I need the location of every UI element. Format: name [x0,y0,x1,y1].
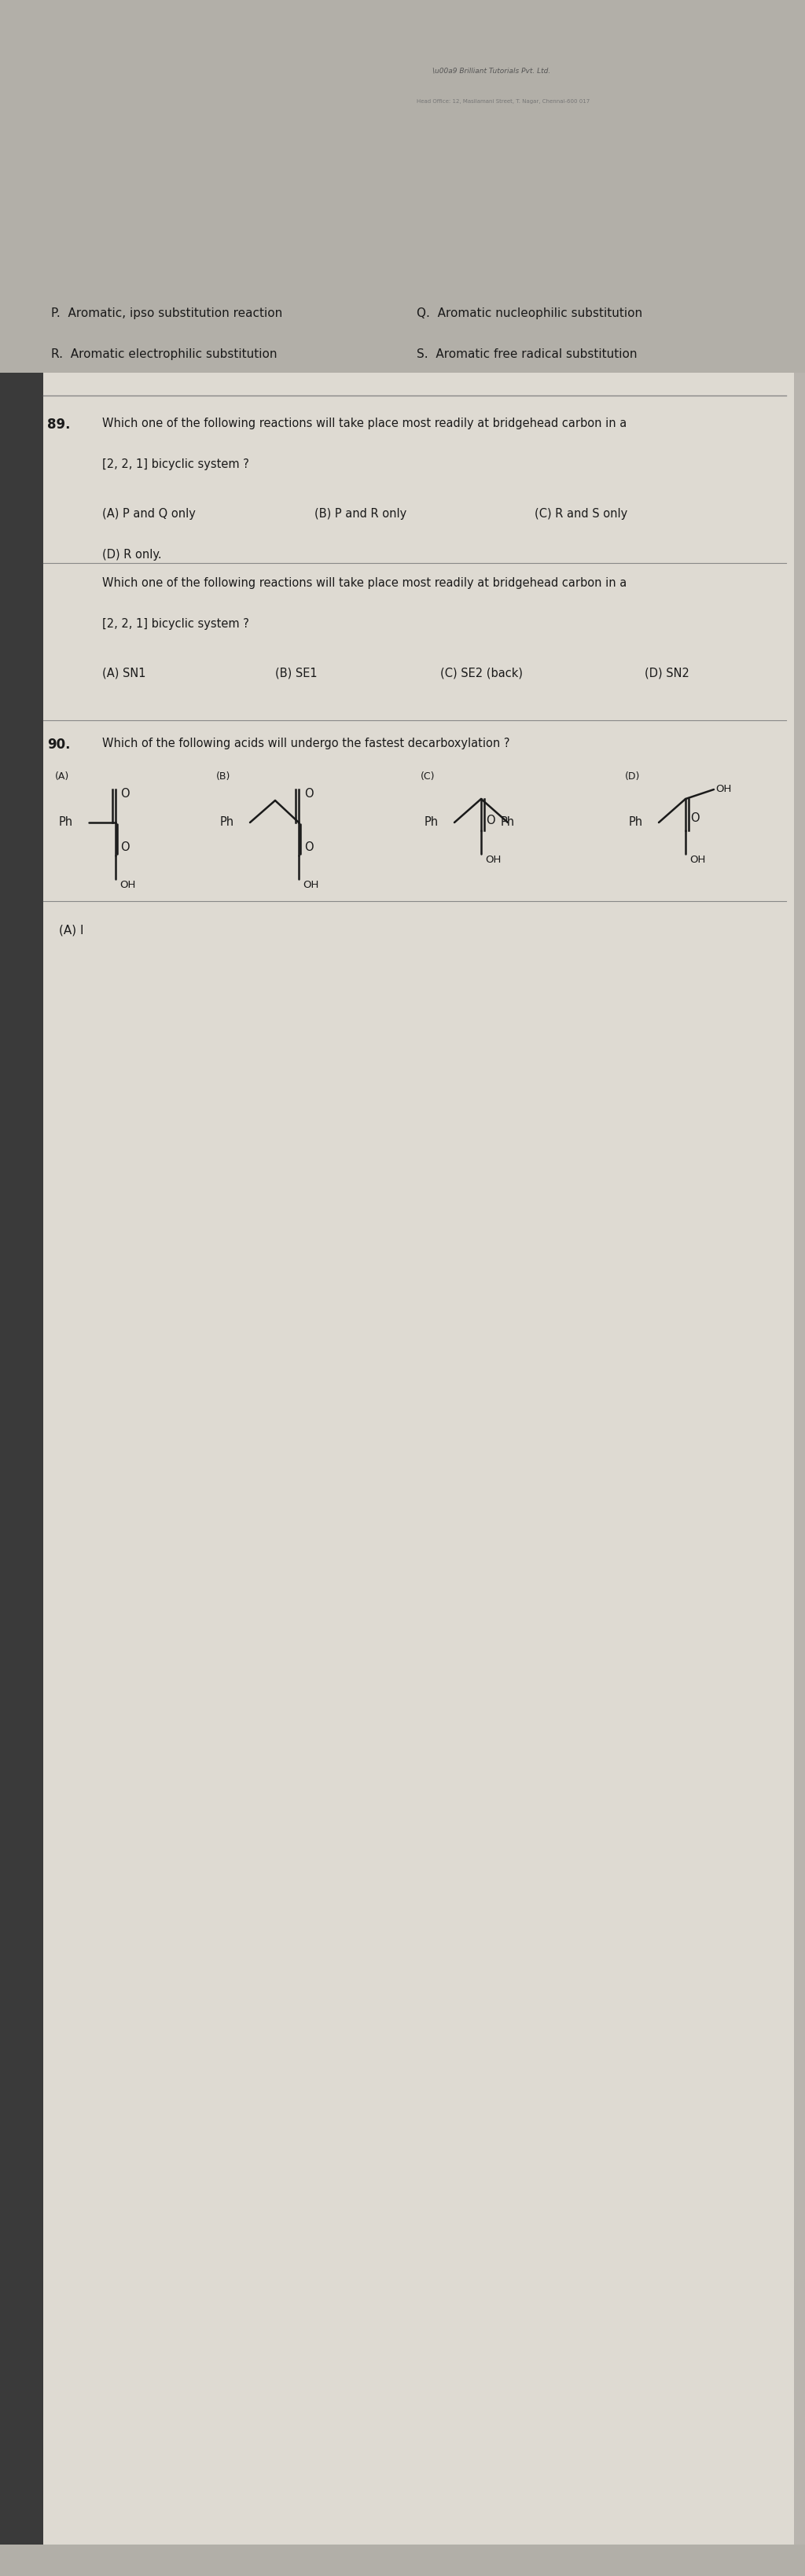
Text: Ph: Ph [59,817,73,829]
Text: (A): (A) [55,773,69,783]
Text: (D) R only.: (D) R only. [102,549,162,562]
Text: O: O [690,811,700,824]
Text: O: O [304,842,313,853]
Text: O: O [486,814,495,827]
Text: OH: OH [689,855,705,866]
Text: (C) R and S only: (C) R and S only [535,507,628,520]
Text: Which one of the following reactions will take place most readily at bridgehead : Which one of the following reactions wil… [102,417,627,430]
Bar [35,374,794,2545]
Text: O: O [304,788,313,801]
Text: 89.: 89. [47,417,70,433]
Text: OH: OH [119,881,135,891]
Bar [0,0,805,374]
Text: O: O [120,842,130,853]
Text: [2, 2, 1] bicyclic system ?: [2, 2, 1] bicyclic system ? [102,618,249,631]
Text: Q.  Aromatic nucleophilic substitution: Q. Aromatic nucleophilic substitution [417,307,642,319]
Text: [2, 2, 1] bicyclic system ?: [2, 2, 1] bicyclic system ? [102,459,249,471]
Text: (C): (C) [420,773,436,783]
Text: 90.: 90. [47,737,70,752]
Text: (B) SE1: (B) SE1 [275,667,317,680]
Text: Ph: Ph [501,817,515,829]
Text: (B): (B) [217,773,230,783]
Text: Which of the following acids will undergo the fastest decarboxylation ?: Which of the following acids will underg… [102,737,510,750]
Text: (A) SN1: (A) SN1 [102,667,146,680]
Text: Ph: Ph [424,817,439,829]
Text: OH: OH [485,855,501,866]
Text: Which one of the following reactions will take place most readily at bridgehead : Which one of the following reactions wil… [102,577,627,590]
Bar [0,374,43,2545]
Text: Ph: Ph [629,817,643,829]
Text: OH: OH [716,783,732,793]
Text: (A) P and Q only: (A) P and Q only [102,507,196,520]
Text: \u00a9 Brilliant Tutorials Pvt. Ltd.: \u00a9 Brilliant Tutorials Pvt. Ltd. [432,67,551,75]
Text: (B) P and R only: (B) P and R only [315,507,407,520]
Text: P.  Aromatic, ipso substitution reaction: P. Aromatic, ipso substitution reaction [51,307,283,319]
Text: S.  Aromatic free radical substitution: S. Aromatic free radical substitution [417,348,638,361]
Text: OH: OH [303,881,319,891]
Bar [0,2545,805,2576]
Text: Head Office: 12, Masilamani Street, T. Nagar, Chennai-600 017: Head Office: 12, Masilamani Street, T. N… [417,98,590,103]
Text: O: O [120,788,130,801]
Text: Ph: Ph [220,817,234,829]
Text: (D) SN2: (D) SN2 [645,667,689,680]
Text: (D): (D) [625,773,640,783]
Text: (C) SE2 (back): (C) SE2 (back) [440,667,522,680]
Text: R.  Aromatic electrophilic substitution: R. Aromatic electrophilic substitution [51,348,277,361]
Text: (A) I: (A) I [59,925,84,938]
